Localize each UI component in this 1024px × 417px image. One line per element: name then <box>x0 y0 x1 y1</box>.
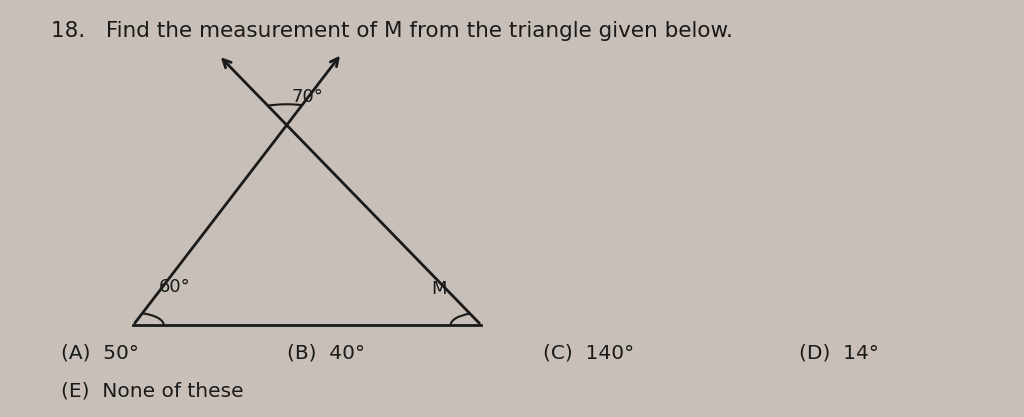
Text: (A)  50°: (A) 50° <box>61 344 139 363</box>
Text: (E)  None of these: (E) None of these <box>61 381 244 400</box>
Text: 70°: 70° <box>292 88 324 106</box>
Text: (D)  14°: (D) 14° <box>799 344 879 363</box>
Text: 18.   Find the measurement of M from the triangle given below.: 18. Find the measurement of M from the t… <box>51 21 733 41</box>
Text: (C)  140°: (C) 140° <box>543 344 634 363</box>
Text: 60°: 60° <box>159 278 190 296</box>
Text: (B)  40°: (B) 40° <box>287 344 365 363</box>
Text: M: M <box>431 280 446 298</box>
